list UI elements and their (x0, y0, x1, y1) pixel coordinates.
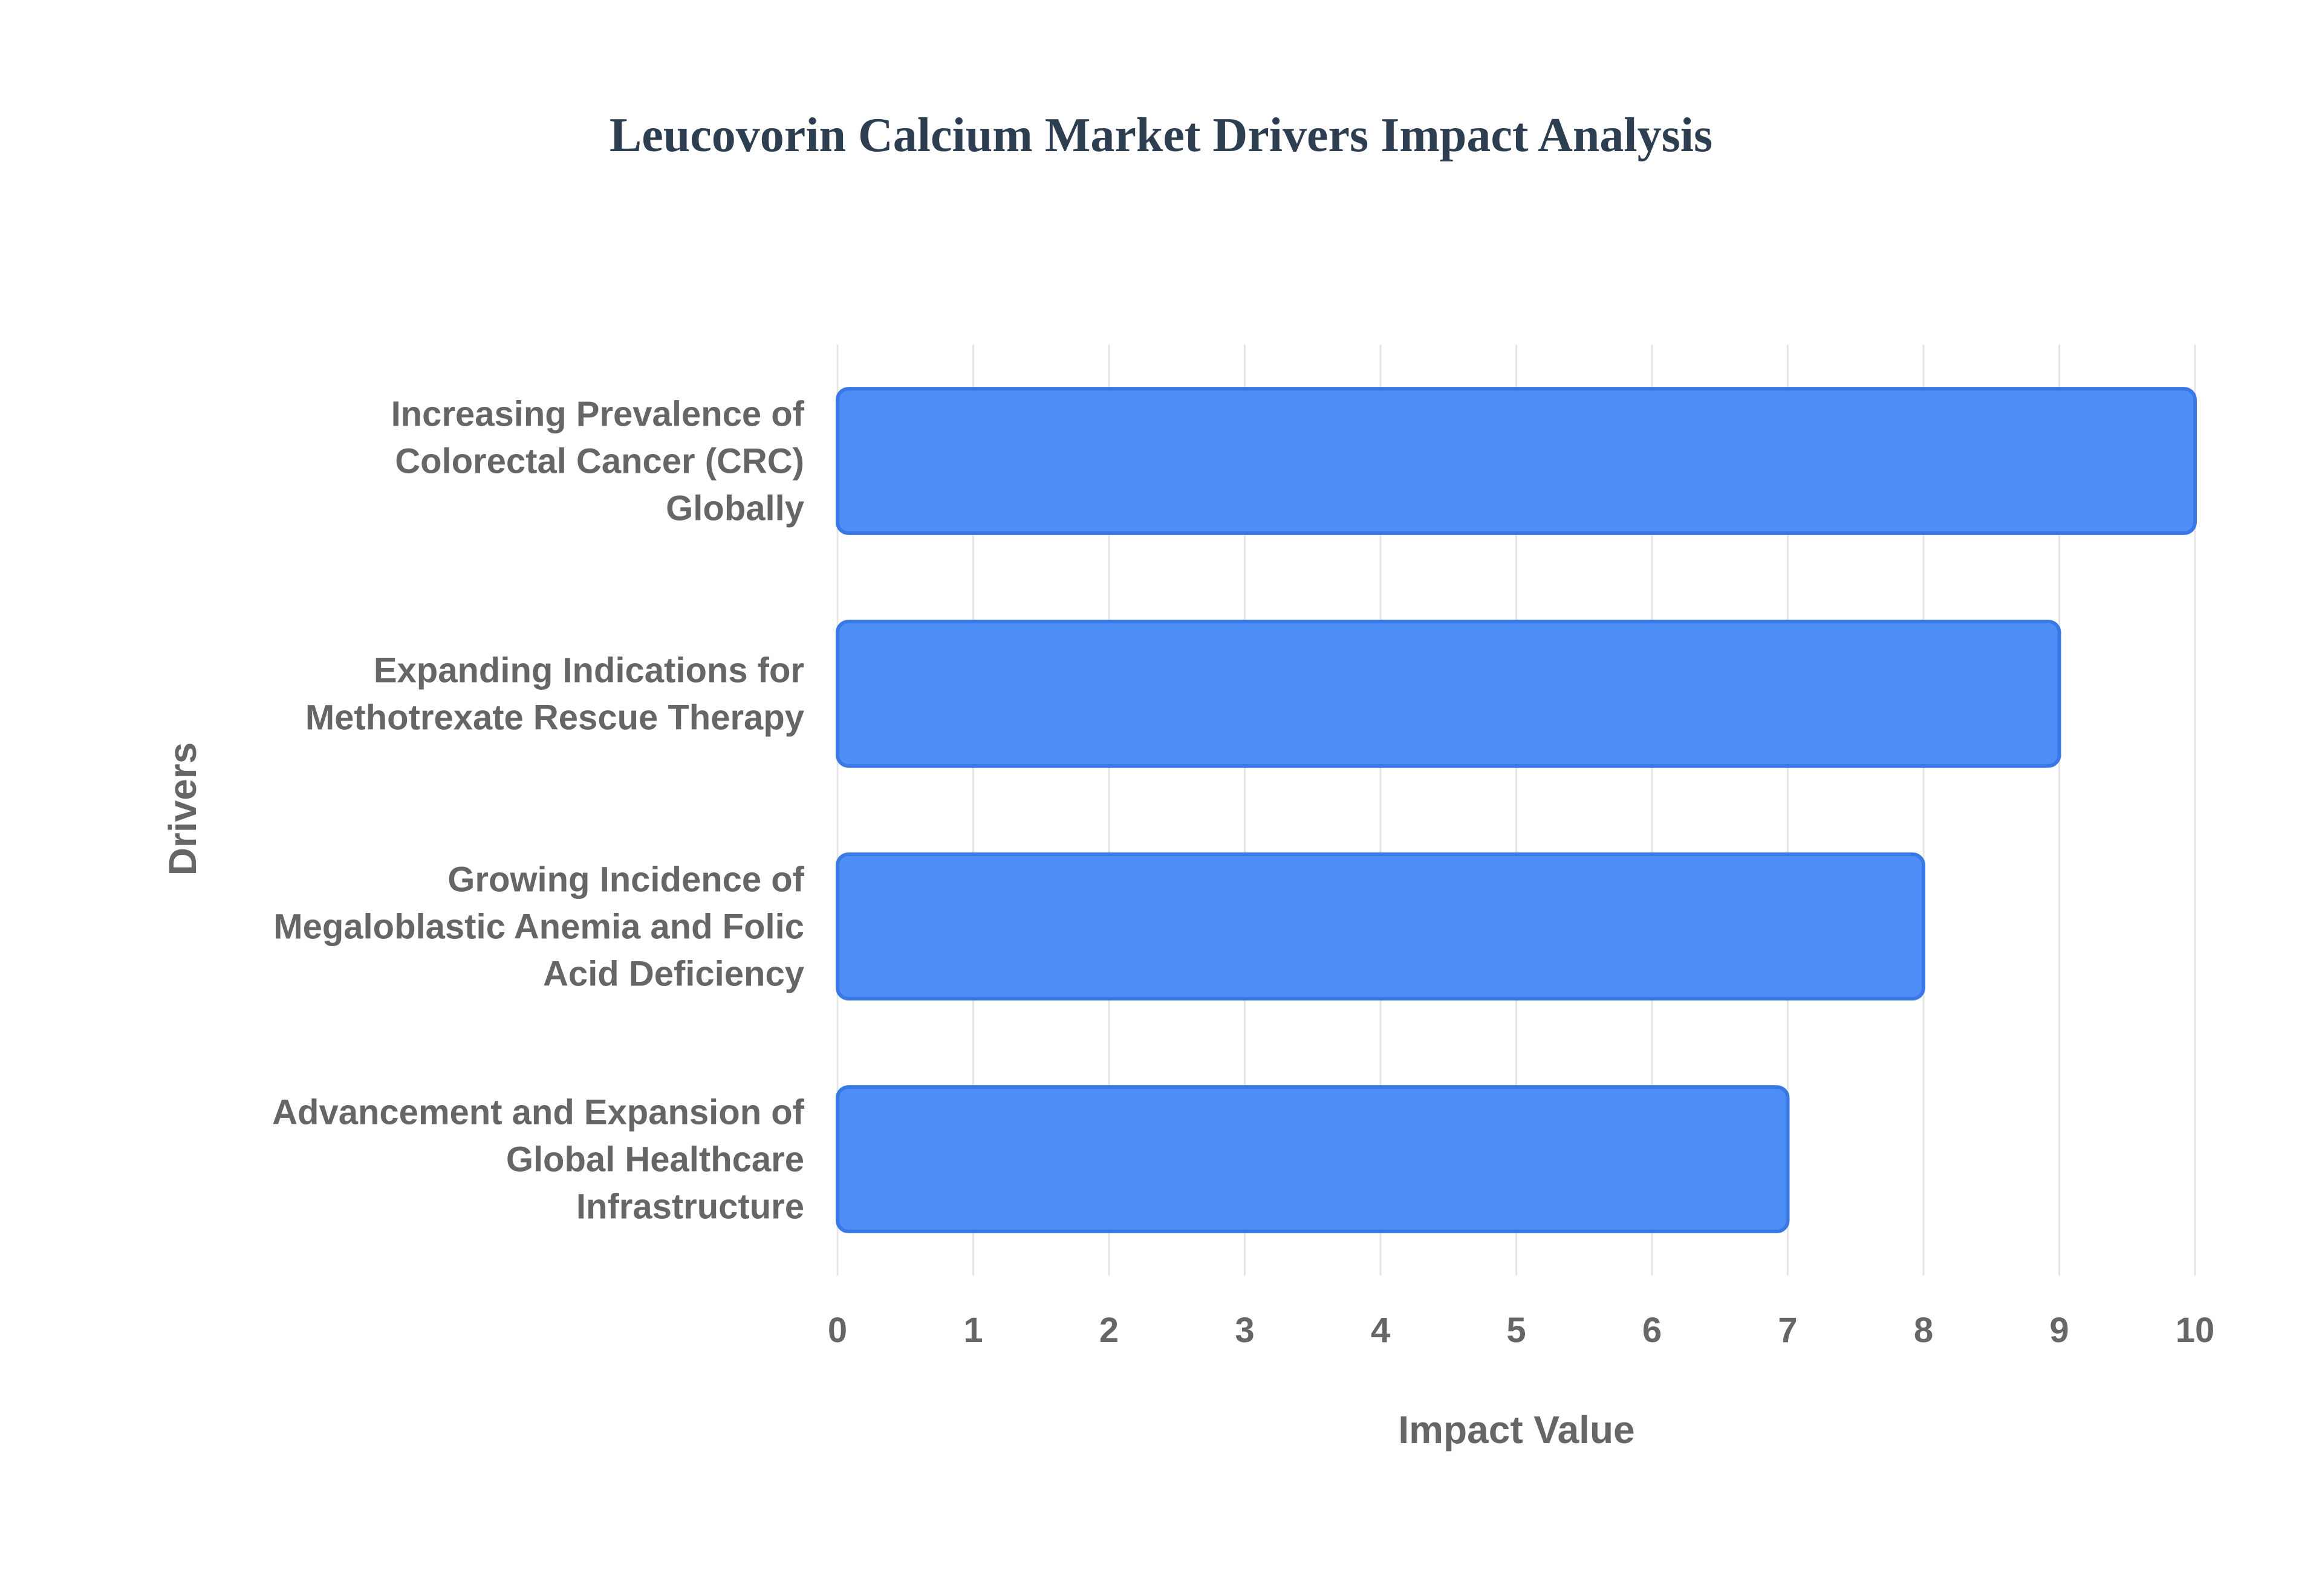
category-label-line: Growing Incidence of (447, 860, 804, 900)
bar (836, 1085, 1790, 1233)
category-label: Growing Incidence of Megaloblastic Anemia… (273, 860, 804, 994)
category-labels: Increasing Prevalence of Colorectal Cance… (272, 395, 805, 1227)
x-tick-label: 6 (1642, 1311, 1662, 1350)
x-tick-label: 2 (1099, 1311, 1119, 1350)
category-label-line: Megaloblastic Anemia and Folic (273, 907, 804, 947)
category-label-line: Advancement and Expansion of (272, 1093, 805, 1132)
bar (836, 852, 1925, 1001)
category-label-line: Infrastructure (576, 1187, 804, 1227)
x-tick-label: 3 (1235, 1311, 1254, 1350)
category-label-line: Colorectal Cancer (CRC) (395, 442, 804, 481)
bars (836, 387, 2197, 1233)
x-tick-label: 1 (963, 1311, 983, 1350)
category-label-line: Methotrexate Rescue Therapy (305, 698, 804, 738)
x-tick-label: 5 (1506, 1311, 1526, 1350)
x-tick-label: 8 (1914, 1311, 1933, 1350)
category-label: Advancement and Expansion of Global Healt… (272, 1093, 805, 1227)
x-tick-labels: 0 1 2 3 4 5 6 7 8 9 10 (828, 1311, 2214, 1350)
y-axis-title: Drivers (161, 742, 204, 876)
x-tick-label: 10 (2176, 1311, 2215, 1350)
category-label-line: Increasing Prevalence of (391, 395, 805, 434)
category-label-line: Globally (666, 489, 804, 528)
x-tick-label: 4 (1371, 1311, 1390, 1350)
bar (836, 387, 2197, 535)
x-tick-label: 7 (1778, 1311, 1797, 1350)
category-label-line: Global Healthcare (506, 1140, 804, 1179)
x-axis-title: Impact Value (1398, 1408, 1634, 1452)
category-label-line: Acid Deficiency (543, 955, 804, 994)
x-tick-label: 0 (828, 1311, 847, 1350)
category-label: Increasing Prevalence of Colorectal Cance… (391, 395, 805, 528)
chart-title: Leucovorin Calcium Market Drivers Impact… (610, 109, 1712, 162)
category-label: Expanding Indications for Methotrexate Re… (305, 651, 804, 738)
category-label-line: Expanding Indications for (374, 651, 804, 690)
x-tick-label: 9 (2049, 1311, 2069, 1350)
bar (836, 620, 2061, 768)
